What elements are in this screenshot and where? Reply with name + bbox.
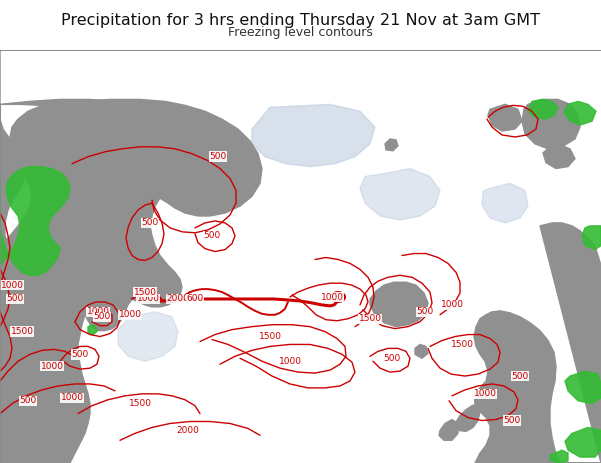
Polygon shape xyxy=(482,183,528,223)
Polygon shape xyxy=(360,169,440,220)
Text: 1000: 1000 xyxy=(441,300,463,309)
Polygon shape xyxy=(385,139,398,151)
Text: 600: 600 xyxy=(186,294,204,303)
Text: 2000: 2000 xyxy=(166,294,189,303)
Polygon shape xyxy=(565,427,601,457)
Polygon shape xyxy=(370,282,428,327)
Polygon shape xyxy=(455,404,480,432)
Polygon shape xyxy=(0,104,40,463)
Text: 1000: 1000 xyxy=(278,357,302,366)
Text: 1500: 1500 xyxy=(129,399,151,408)
Polygon shape xyxy=(0,100,145,139)
Text: 1000: 1000 xyxy=(1,281,23,290)
Text: 500: 500 xyxy=(416,307,434,316)
Text: 1500: 1500 xyxy=(258,332,281,341)
Text: 1000: 1000 xyxy=(61,393,84,402)
Polygon shape xyxy=(528,100,558,119)
Polygon shape xyxy=(488,104,522,131)
Polygon shape xyxy=(439,419,458,440)
Text: 500: 500 xyxy=(93,312,111,321)
Text: 1000: 1000 xyxy=(474,389,496,398)
Polygon shape xyxy=(543,145,575,169)
Text: 1500: 1500 xyxy=(133,288,156,297)
Text: 500: 500 xyxy=(209,152,227,161)
Text: 1000: 1000 xyxy=(40,362,64,371)
Text: 2000: 2000 xyxy=(177,426,200,435)
Text: 1000: 1000 xyxy=(136,294,159,303)
Text: 500: 500 xyxy=(19,396,37,405)
Text: 1000: 1000 xyxy=(118,310,141,319)
Text: 1000: 1000 xyxy=(87,307,109,316)
Polygon shape xyxy=(415,344,428,358)
Text: 500: 500 xyxy=(7,294,23,303)
Polygon shape xyxy=(564,101,596,125)
Polygon shape xyxy=(522,100,580,149)
Text: 1500: 1500 xyxy=(359,314,382,323)
Text: 1500: 1500 xyxy=(10,327,34,336)
Text: Freezing level contours: Freezing level contours xyxy=(228,26,373,39)
Text: 500: 500 xyxy=(504,416,520,425)
Text: 1500: 1500 xyxy=(451,340,474,349)
Text: 500: 500 xyxy=(203,231,221,240)
Polygon shape xyxy=(474,223,601,463)
Polygon shape xyxy=(582,226,601,250)
Text: 500: 500 xyxy=(383,354,401,363)
Polygon shape xyxy=(252,104,375,167)
Polygon shape xyxy=(88,325,97,335)
Polygon shape xyxy=(0,167,70,275)
Polygon shape xyxy=(550,450,568,463)
Text: 500: 500 xyxy=(72,350,88,359)
Polygon shape xyxy=(118,312,178,361)
Text: 500: 500 xyxy=(141,219,159,227)
Text: Precipitation for 3 hrs ending Thursday 21 Nov at 3am GMT: Precipitation for 3 hrs ending Thursday … xyxy=(61,13,540,27)
Polygon shape xyxy=(565,371,601,404)
Polygon shape xyxy=(0,100,262,463)
Text: 500: 500 xyxy=(511,371,529,381)
Text: 1000: 1000 xyxy=(320,293,344,301)
